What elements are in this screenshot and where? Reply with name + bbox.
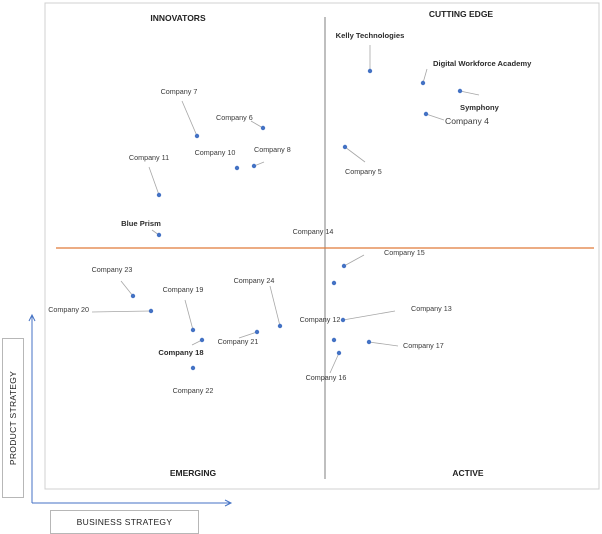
leader-line-company-21 <box>238 331 258 339</box>
point-label-company-12: Company 12 <box>300 315 341 324</box>
leader-line-company-5 <box>344 146 366 163</box>
point-company-16 <box>336 350 342 356</box>
quadrant-label-emerging: EMERGING <box>170 468 217 478</box>
point-label-digital-workforce-academy: Digital Workforce Academy <box>433 59 532 68</box>
point-label-company-16: Company 16 <box>306 373 347 382</box>
point-label-company-15: Company 15 <box>384 248 425 257</box>
x-axis-label-box: BUSINESS STRATEGY <box>50 510 199 534</box>
point-label-company-4: Company 4 <box>445 116 489 126</box>
point-company-15 <box>341 263 347 269</box>
point-label-company-19: Company 19 <box>163 285 204 294</box>
leader-line-company-7 <box>181 100 198 137</box>
y-axis-label: PRODUCT STRATEGY <box>8 370 18 466</box>
point-digital-workforce-academy <box>420 80 426 86</box>
point-label-company-17: Company 17 <box>403 341 444 350</box>
point-label-kelly-technologies: Kelly Technologies <box>336 31 405 40</box>
point-label-company-8: Company 8 <box>254 145 291 154</box>
leader-line-company-16 <box>329 352 340 374</box>
leader-line-company-19 <box>184 299 194 331</box>
data-points-layer: Kelly Technologies Digital Workforce Acad… <box>48 31 532 395</box>
point-label-company-20: Company 20 <box>48 305 89 314</box>
leader-line-company-13 <box>342 310 396 321</box>
x-axis-label: BUSINESS STRATEGY <box>76 517 173 527</box>
leader-line-company-4 <box>425 113 445 121</box>
point-company-6 <box>260 125 266 131</box>
point-company-11 <box>156 192 162 198</box>
point-label-company-7: Company 7 <box>161 87 198 96</box>
leader-line-symphony <box>459 90 480 96</box>
leader-line-company-11 <box>148 166 160 196</box>
leader-line-digital-workforce-academy <box>422 68 428 84</box>
point-company-14 <box>331 280 337 286</box>
point-company-5 <box>342 144 348 150</box>
leader-line-company-15 <box>343 254 365 267</box>
point-company-19 <box>190 327 196 333</box>
leader-line-company-20 <box>91 310 152 313</box>
leader-line-company-24 <box>269 285 281 327</box>
point-company-18 <box>199 337 205 343</box>
point-blue-prism <box>156 232 162 238</box>
point-company-17 <box>366 339 372 345</box>
quadrant-label-cutting-edge: CUTTING EDGE <box>429 9 494 19</box>
point-label-company-11: Company 11 <box>129 153 169 162</box>
point-company-10 <box>234 165 240 171</box>
point-kelly-technologies <box>367 68 373 74</box>
point-label-company-14: Company 14 <box>293 227 334 236</box>
point-label-company-22: Company 22 <box>173 386 214 395</box>
point-label-company-23: Company 23 <box>92 265 133 274</box>
point-company-22 <box>190 365 196 371</box>
point-company-13 <box>340 317 346 323</box>
point-company-8 <box>251 163 257 169</box>
point-company-4 <box>423 111 429 117</box>
y-axis-label-box: PRODUCT STRATEGY <box>2 338 24 498</box>
point-label-company-10: Company 10 <box>195 148 236 157</box>
point-label-company-6: Company 6 <box>216 113 253 122</box>
point-company-12 <box>331 337 337 343</box>
leader-line-company-6 <box>250 120 264 129</box>
y-axis-arrow <box>28 313 36 503</box>
point-label-company-5: Company 5 <box>345 167 382 176</box>
point-label-company-13: Company 13 <box>411 304 452 313</box>
quadrant-label-innovators: INNOVATORS <box>150 13 206 23</box>
leader-line-company-23 <box>120 280 134 297</box>
point-label-company-21: Company 21 <box>218 337 259 346</box>
plot-frame <box>44 2 600 490</box>
leader-line-company-17 <box>368 341 399 347</box>
point-company-21 <box>254 329 260 335</box>
x-axis-arrow <box>32 499 233 507</box>
point-company-20 <box>148 308 154 314</box>
point-company-24 <box>277 323 283 329</box>
quadrant-label-active: ACTIVE <box>452 468 484 478</box>
point-label-blue-prism: Blue Prism <box>121 219 161 228</box>
point-symphony <box>457 88 463 94</box>
point-label-company-18: Company 18 <box>158 348 203 357</box>
point-company-23 <box>130 293 136 299</box>
point-label-company-24: Company 24 <box>234 276 275 285</box>
point-company-7 <box>194 133 200 139</box>
point-label-symphony: Symphony <box>460 103 500 112</box>
